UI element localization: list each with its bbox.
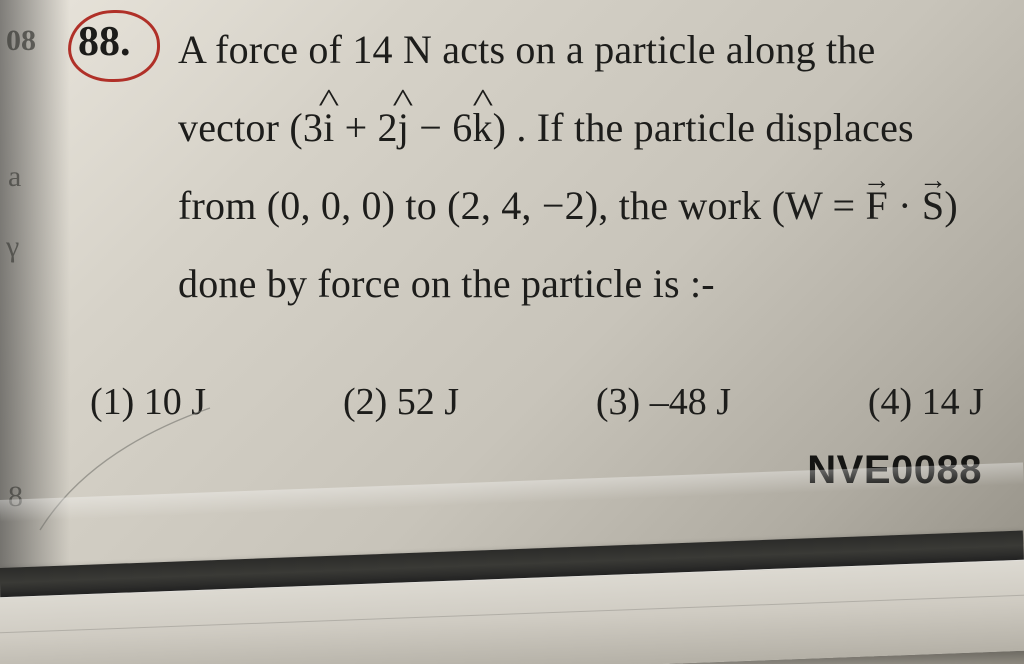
vector-S: S xyxy=(922,174,944,238)
text: − 6 xyxy=(409,105,472,150)
textbook-photo: 08 a γ 8 88. A force of 14 N acts on a p… xyxy=(0,0,1024,664)
question-number: 88. xyxy=(78,18,131,66)
text: A force of xyxy=(178,27,352,72)
question-line-2: vector (3i + 2j − 6k) . If the particle … xyxy=(178,96,994,160)
option-4: (4) 14 J xyxy=(868,380,984,424)
question-line-3: from (0, 0, 0) to (2, 4, −2), the work (… xyxy=(178,174,994,238)
question-body: A force of 14 N acts on a particle along… xyxy=(178,18,994,316)
option-2: (2) 52 J xyxy=(343,380,459,424)
unit-vector-j: j xyxy=(398,96,409,160)
margin-letter-a: a xyxy=(8,160,21,194)
answer-options: (1) 10 J (2) 52 J (3) –48 J (4) 14 J xyxy=(90,380,984,424)
margin-letter-gamma: γ xyxy=(6,230,19,264)
question-code: NVE0088 xyxy=(807,448,982,493)
text: from (0, 0, 0) to (2, 4, −2), the work (… xyxy=(178,183,866,228)
question-line-1: A force of 14 N acts on a particle along… xyxy=(178,18,994,82)
dot-operator: · xyxy=(888,183,922,228)
foreground-objects xyxy=(0,520,1024,664)
unit-vector-i: i xyxy=(323,96,334,160)
unit-vector-k: k xyxy=(472,96,492,160)
text: vector (3 xyxy=(178,105,323,150)
text: acts on a particle along the xyxy=(432,27,875,72)
text: + 2 xyxy=(334,105,397,150)
margin-number-8: 8 xyxy=(8,480,23,514)
question-line-4: done by force on the particle is :- xyxy=(178,252,994,316)
vector-F: F xyxy=(866,174,888,238)
option-3: (3) –48 J xyxy=(596,380,731,424)
option-1: (1) 10 J xyxy=(90,380,206,424)
force-value: 14 N xyxy=(352,27,432,72)
text: ) . If the particle displaces xyxy=(493,105,914,150)
margin-number-top: 08 xyxy=(6,24,36,58)
